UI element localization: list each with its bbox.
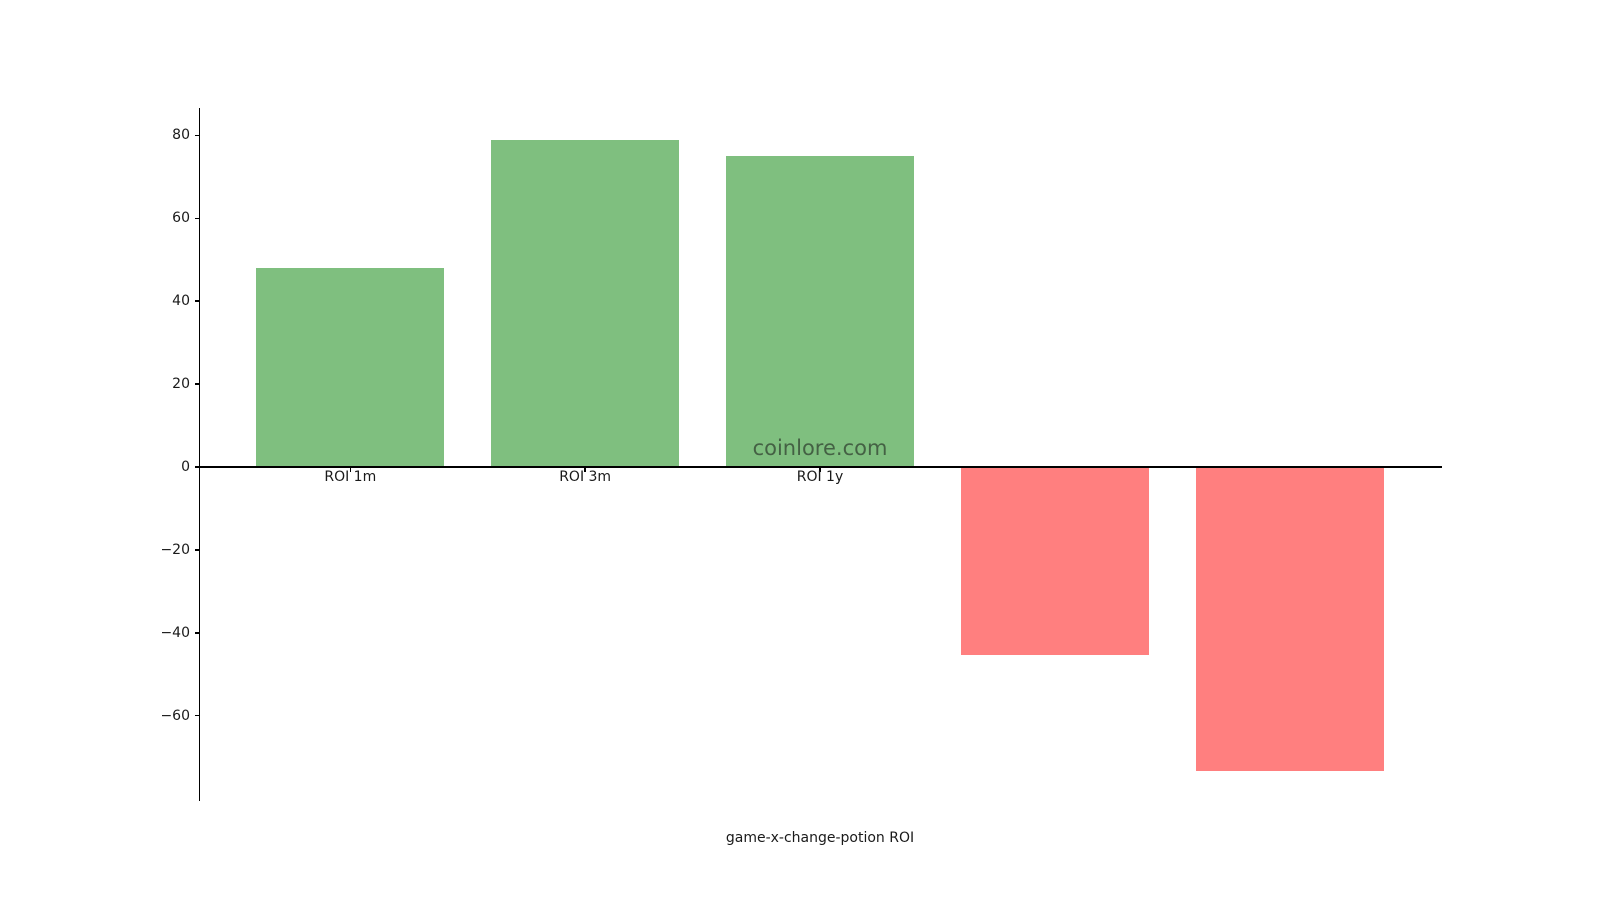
y-tick-mark [194,632,199,634]
y-tick-mark [194,134,199,137]
chart-caption: game-x-change-potion ROI [725,830,915,846]
y-tick-label: 40 [172,293,190,310]
y-tick-mark [194,383,199,385]
x-tick-mark [819,467,821,472]
x-tick-mark [584,467,586,472]
x-tick-label: ROI 1m [324,469,377,485]
y-tick-label: 0 [181,459,190,475]
x-tick-label: ROI 3m [559,469,612,485]
bar-unlabeled-4 [960,468,1149,655]
y-tick-label: 80 [172,127,190,144]
y-tick-mark [194,714,199,717]
y-tick-mark [194,466,199,468]
bar-unlabeled-5 [1195,468,1384,771]
y-axis-line [198,108,200,801]
y-tick-label: −20 [160,541,190,558]
x-tick-label: ROI 1y [796,469,844,485]
bar-roi-1m [256,268,445,467]
y-tick-label: 20 [172,376,190,393]
y-tick-mark [194,549,199,551]
x-tick-mark [349,467,352,472]
y-tick-mark [194,300,199,302]
y-tick-label: −40 [160,624,190,641]
watermark-text: coinlore.com [752,436,888,460]
y-tick-label: −60 [160,707,190,724]
bar-roi-1y [726,156,914,467]
bar-roi-3m [491,139,680,467]
y-tick-label: 60 [172,210,190,227]
y-tick-mark [194,217,199,220]
x-axis-zero-line [198,466,1442,468]
